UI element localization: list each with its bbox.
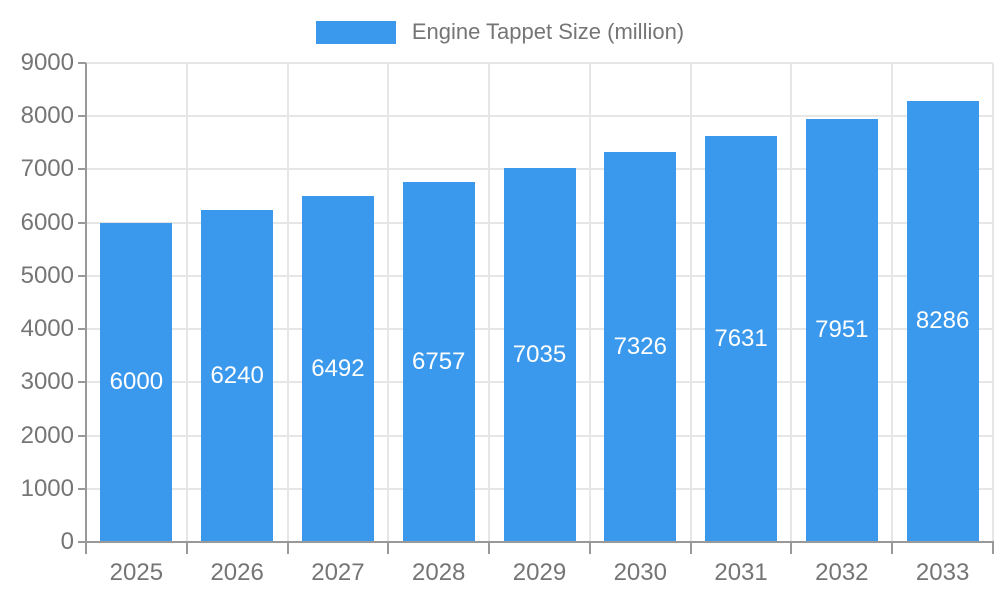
x-axis-tick [185,543,188,554]
bar-value-label: 8286 [915,307,970,335]
y-axis-tick [78,274,86,277]
v-gridline [790,63,793,542]
y-tick-label: 3000 [20,368,74,396]
bar[interactable]: 7326 [604,152,677,542]
bar[interactable]: 7035 [503,167,576,542]
bar-value-label: 7951 [815,316,869,344]
x-axis-tick [992,543,994,554]
bar-value-label: 7035 [512,340,567,368]
y-tick-label: 2000 [20,421,74,449]
x-axis-tick [387,543,390,554]
y-tick-label: 7000 [20,155,74,183]
bar-value-label: 6757 [412,348,466,376]
y-axis-tick [78,221,86,224]
x-axis-tick [689,543,692,554]
y-axis-line [85,63,87,544]
y-tick-label: 8000 [20,102,74,130]
y-axis-tick [78,115,86,118]
y-axis-tick [78,381,86,384]
x-tick-label: 2031 [714,559,768,586]
y-tick-label: 1000 [20,474,74,502]
v-gridline [689,63,692,542]
x-axis-line [85,541,994,543]
h-gridline [86,115,993,118]
y-axis-tick [78,434,86,437]
v-gridline [185,63,188,542]
bar[interactable]: 7631 [705,135,778,542]
bar[interactable]: 6000 [100,222,173,542]
y-axis-tick [78,541,86,543]
x-axis-tick [286,543,289,554]
legend-swatch [315,20,396,44]
y-tick-label: 9000 [20,49,74,76]
v-gridline [588,63,591,542]
bar[interactable]: 8286 [906,101,979,542]
y-axis-tick [78,487,86,490]
bar-value-label: 6492 [311,355,365,383]
x-axis-tick [588,543,591,554]
v-gridline [891,63,894,542]
bar-value-label: 6240 [210,361,264,389]
x-axis-tick [488,543,491,554]
bar-value-label: 7326 [613,333,667,361]
y-tick-label: 6000 [20,208,74,236]
y-tick-label: 4000 [20,315,74,343]
bar[interactable]: 7951 [805,118,878,542]
bar-value-label: 7631 [714,324,768,352]
bar[interactable]: 6757 [402,182,475,542]
v-gridline [286,63,289,542]
h-gridline [86,62,993,64]
x-axis-tick [891,543,894,554]
x-tick-label: 2027 [311,559,365,586]
y-tick-label: 5000 [20,261,74,289]
bar-value-label: 6000 [109,368,164,396]
bar[interactable]: 6492 [301,196,374,542]
bar[interactable]: 6240 [201,209,274,542]
x-tick-label: 2025 [109,559,164,586]
v-gridline [387,63,390,542]
x-axis-tick [790,543,793,554]
y-axis-tick [78,328,86,331]
v-gridline [488,63,491,542]
v-gridline [992,63,994,542]
x-tick-label: 2029 [512,559,567,586]
chart-legend[interactable]: Engine Tappet Size (million) [0,14,1000,50]
x-tick-label: 2032 [815,559,869,586]
x-tick-label: 2026 [210,559,264,586]
x-tick-label: 2028 [412,559,466,586]
y-axis-tick [78,168,86,171]
y-tick-label: 0 [60,528,74,555]
x-tick-label: 2030 [613,559,667,586]
y-axis-tick [78,62,86,64]
legend-label: Engine Tappet Size (million) [411,19,685,44]
x-axis-tick [85,543,87,554]
x-tick-label: 2033 [915,559,970,586]
